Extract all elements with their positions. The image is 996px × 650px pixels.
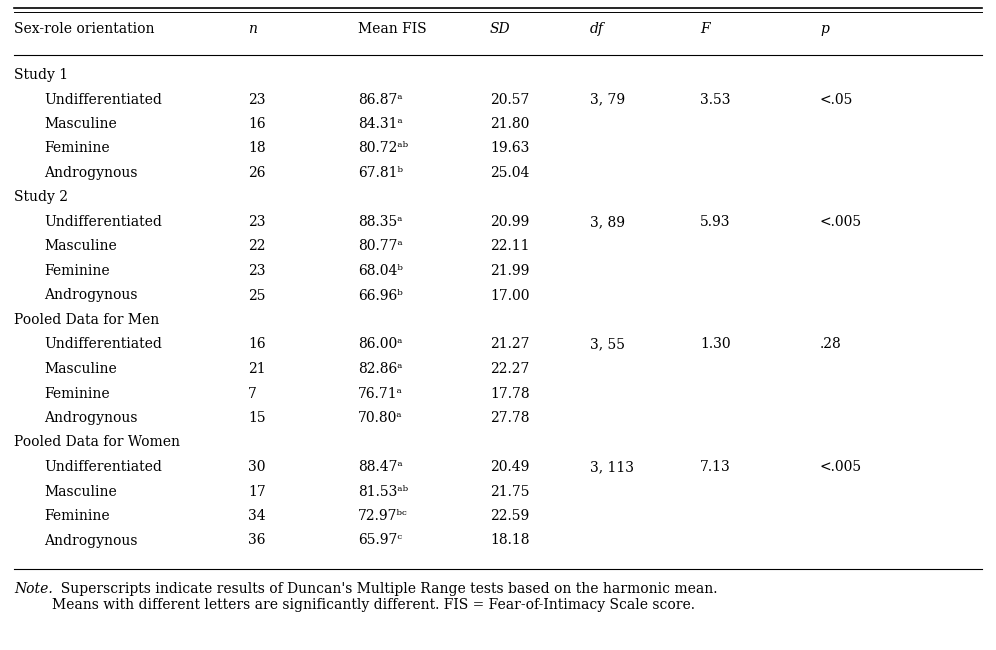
Text: Feminine: Feminine [44, 387, 110, 400]
Text: Study 2: Study 2 [14, 190, 68, 205]
Text: df: df [590, 22, 604, 36]
Text: 21.27: 21.27 [490, 337, 530, 352]
Text: 86.00ᵃ: 86.00ᵃ [358, 337, 402, 352]
Text: 5.93: 5.93 [700, 215, 730, 229]
Text: 88.35ᵃ: 88.35ᵃ [358, 215, 402, 229]
Text: 65.97ᶜ: 65.97ᶜ [358, 534, 402, 547]
Text: 27.78: 27.78 [490, 411, 530, 425]
Text: Feminine: Feminine [44, 264, 110, 278]
Text: .28: .28 [820, 337, 842, 352]
Text: 18: 18 [248, 142, 266, 155]
Text: SD: SD [490, 22, 511, 36]
Text: 66.96ᵇ: 66.96ᵇ [358, 289, 402, 302]
Text: Superscripts indicate results of Duncan's Multiple Range tests based on the harm: Superscripts indicate results of Duncan'… [52, 582, 717, 612]
Text: 25: 25 [248, 289, 266, 302]
Text: 72.97ᵇᶜ: 72.97ᵇᶜ [358, 509, 407, 523]
Text: Androgynous: Androgynous [44, 289, 137, 302]
Text: <.05: <.05 [820, 92, 854, 107]
Text: Androgynous: Androgynous [44, 166, 137, 180]
Text: <.005: <.005 [820, 460, 863, 474]
Text: 21: 21 [248, 362, 266, 376]
Text: 3, 113: 3, 113 [590, 460, 634, 474]
Text: 26: 26 [248, 166, 266, 180]
Text: Mean FIS: Mean FIS [358, 22, 426, 36]
Text: 22.27: 22.27 [490, 362, 530, 376]
Text: Undifferentiated: Undifferentiated [44, 337, 162, 352]
Text: 23: 23 [248, 215, 266, 229]
Text: 23: 23 [248, 264, 266, 278]
Text: 20.99: 20.99 [490, 215, 529, 229]
Text: p: p [820, 22, 829, 36]
Text: 19.63: 19.63 [490, 142, 530, 155]
Text: 30: 30 [248, 460, 266, 474]
Text: 80.77ᵃ: 80.77ᵃ [358, 239, 402, 254]
Text: Pooled Data for Men: Pooled Data for Men [14, 313, 159, 327]
Text: 17: 17 [248, 484, 266, 499]
Text: Masculine: Masculine [44, 484, 117, 499]
Text: 22.59: 22.59 [490, 509, 529, 523]
Text: 76.71ᵃ: 76.71ᵃ [358, 387, 402, 400]
Text: 23: 23 [248, 92, 266, 107]
Text: Sex-role orientation: Sex-role orientation [14, 22, 154, 36]
Text: 34: 34 [248, 509, 266, 523]
Text: 1.30: 1.30 [700, 337, 731, 352]
Text: 20.49: 20.49 [490, 460, 530, 474]
Text: 3, 79: 3, 79 [590, 92, 625, 107]
Text: 36: 36 [248, 534, 266, 547]
Text: Undifferentiated: Undifferentiated [44, 460, 162, 474]
Text: Feminine: Feminine [44, 142, 110, 155]
Text: 67.81ᵇ: 67.81ᵇ [358, 166, 403, 180]
Text: 3.53: 3.53 [700, 92, 730, 107]
Text: Note.: Note. [14, 582, 53, 596]
Text: 21.75: 21.75 [490, 484, 530, 499]
Text: 22: 22 [248, 239, 266, 254]
Text: 3, 89: 3, 89 [590, 215, 625, 229]
Text: n: n [248, 22, 257, 36]
Text: Undifferentiated: Undifferentiated [44, 215, 162, 229]
Text: 68.04ᵇ: 68.04ᵇ [358, 264, 402, 278]
Text: Androgynous: Androgynous [44, 411, 137, 425]
Text: 21.99: 21.99 [490, 264, 530, 278]
Text: F: F [700, 22, 709, 36]
Text: 82.86ᵃ: 82.86ᵃ [358, 362, 402, 376]
Text: 7.13: 7.13 [700, 460, 731, 474]
Text: 84.31ᵃ: 84.31ᵃ [358, 117, 402, 131]
Text: 15: 15 [248, 411, 266, 425]
Text: 18.18: 18.18 [490, 534, 530, 547]
Text: 22.11: 22.11 [490, 239, 530, 254]
Text: Study 1: Study 1 [14, 68, 68, 82]
Text: Masculine: Masculine [44, 239, 117, 254]
Text: 70.80ᵃ: 70.80ᵃ [358, 411, 402, 425]
Text: Feminine: Feminine [44, 509, 110, 523]
Text: 25.04: 25.04 [490, 166, 530, 180]
Text: 16: 16 [248, 337, 266, 352]
Text: 7: 7 [248, 387, 257, 400]
Text: 80.72ᵃᵇ: 80.72ᵃᵇ [358, 142, 408, 155]
Text: Androgynous: Androgynous [44, 534, 137, 547]
Text: 3, 55: 3, 55 [590, 337, 625, 352]
Text: 20.57: 20.57 [490, 92, 530, 107]
Text: Masculine: Masculine [44, 362, 117, 376]
Text: 17.00: 17.00 [490, 289, 530, 302]
Text: 86.87ᵃ: 86.87ᵃ [358, 92, 402, 107]
Text: Undifferentiated: Undifferentiated [44, 92, 162, 107]
Text: 17.78: 17.78 [490, 387, 530, 400]
Text: 88.47ᵃ: 88.47ᵃ [358, 460, 402, 474]
Text: <.005: <.005 [820, 215, 863, 229]
Text: 21.80: 21.80 [490, 117, 530, 131]
Text: Masculine: Masculine [44, 117, 117, 131]
Text: 81.53ᵃᵇ: 81.53ᵃᵇ [358, 484, 408, 499]
Text: 16: 16 [248, 117, 266, 131]
Text: Pooled Data for Women: Pooled Data for Women [14, 436, 180, 450]
